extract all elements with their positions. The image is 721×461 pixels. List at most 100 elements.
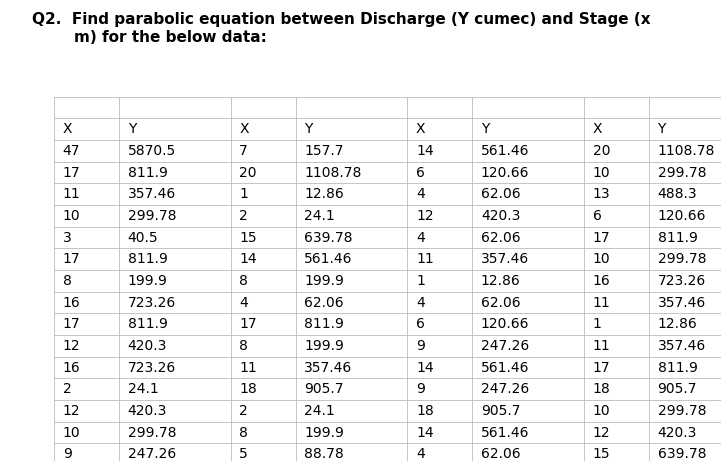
Text: 47: 47 [63,144,80,158]
Text: 88.78: 88.78 [304,447,344,461]
Text: 4: 4 [416,230,425,245]
Text: 20: 20 [593,144,610,158]
Text: 4: 4 [416,187,425,201]
Text: 299.78: 299.78 [128,426,176,440]
Text: X: X [63,122,72,136]
Text: 11: 11 [593,296,611,310]
Text: 10: 10 [63,209,80,223]
Text: 12.86: 12.86 [481,274,521,288]
Text: 811.9: 811.9 [304,317,344,331]
Bar [54,443,721,461]
Bar [54,140,721,162]
Text: 62.06: 62.06 [481,447,521,461]
Text: 905.7: 905.7 [658,382,697,396]
Text: 17: 17 [593,230,610,245]
Text: 723.26: 723.26 [658,274,706,288]
Text: 357.46: 357.46 [658,339,706,353]
Text: 12: 12 [63,339,80,353]
Text: 8: 8 [63,274,71,288]
Text: 811.9: 811.9 [128,165,167,180]
Text: 11: 11 [63,187,81,201]
Text: Y: Y [304,122,313,136]
Text: Y: Y [658,122,666,136]
Text: 4: 4 [416,296,425,310]
Text: 8: 8 [239,339,248,353]
Text: 4: 4 [239,296,248,310]
Text: 16: 16 [593,274,611,288]
Text: 420.3: 420.3 [128,339,167,353]
Bar [54,422,721,443]
Text: 5870.5: 5870.5 [128,144,176,158]
Text: 18: 18 [416,404,434,418]
Text: X: X [416,122,425,136]
Text: 10: 10 [593,404,610,418]
Text: 17: 17 [593,361,610,375]
Text: 1: 1 [239,187,248,201]
Text: 17: 17 [63,252,80,266]
Text: 12.86: 12.86 [658,317,697,331]
Text: 11: 11 [416,252,434,266]
Text: 199.9: 199.9 [128,274,167,288]
Text: 14: 14 [416,144,433,158]
Text: 1108.78: 1108.78 [658,144,715,158]
Bar [54,357,721,378]
Text: X: X [239,122,249,136]
Text: 199.9: 199.9 [304,426,344,440]
Text: 8: 8 [239,274,248,288]
Text: 24.1: 24.1 [304,404,335,418]
Text: 199.9: 199.9 [304,339,344,353]
Text: 24.1: 24.1 [304,209,335,223]
Text: Y: Y [481,122,490,136]
Text: 9: 9 [416,382,425,396]
Text: 10: 10 [593,165,610,180]
Text: Y: Y [128,122,136,136]
Text: 247.26: 247.26 [481,382,529,396]
Text: 62.06: 62.06 [481,296,521,310]
Text: 9: 9 [63,447,71,461]
Text: 3: 3 [63,230,71,245]
Text: 1: 1 [416,274,425,288]
Text: 15: 15 [593,447,610,461]
Text: 7: 7 [239,144,248,158]
Text: 6: 6 [416,165,425,180]
Text: 420.3: 420.3 [658,426,697,440]
Bar [54,183,721,205]
Text: 6: 6 [416,317,425,331]
Text: 11: 11 [593,339,611,353]
Text: 62.06: 62.06 [481,230,521,245]
Text: 723.26: 723.26 [128,296,176,310]
Text: 20: 20 [239,165,257,180]
Text: 62.06: 62.06 [481,187,521,201]
Text: 16: 16 [63,361,81,375]
Text: 9: 9 [416,339,425,353]
Text: 905.7: 905.7 [304,382,344,396]
Text: 561.46: 561.46 [481,361,529,375]
Text: 2: 2 [239,209,248,223]
Text: X: X [593,122,602,136]
Text: 18: 18 [593,382,611,396]
Text: 4: 4 [416,447,425,461]
Bar [54,335,721,357]
Text: 12: 12 [416,209,433,223]
Text: 1: 1 [593,317,601,331]
Text: 247.26: 247.26 [481,339,529,353]
Text: 14: 14 [416,426,433,440]
Text: 120.66: 120.66 [481,317,529,331]
Text: 1108.78: 1108.78 [304,165,362,180]
Bar [54,227,721,248]
Text: 11: 11 [239,361,257,375]
Text: 120.66: 120.66 [481,165,529,180]
Text: 561.46: 561.46 [481,426,529,440]
Text: 488.3: 488.3 [658,187,697,201]
Text: 17: 17 [63,317,80,331]
Text: 14: 14 [416,361,433,375]
Text: 811.9: 811.9 [128,317,167,331]
Bar [54,400,721,422]
Text: 10: 10 [593,252,610,266]
Text: 357.46: 357.46 [481,252,529,266]
Text: m) for the below data:: m) for the below data: [32,30,267,45]
Text: 120.66: 120.66 [658,209,706,223]
Text: 420.3: 420.3 [128,404,167,418]
Text: 10: 10 [63,426,80,440]
Bar [54,205,721,227]
